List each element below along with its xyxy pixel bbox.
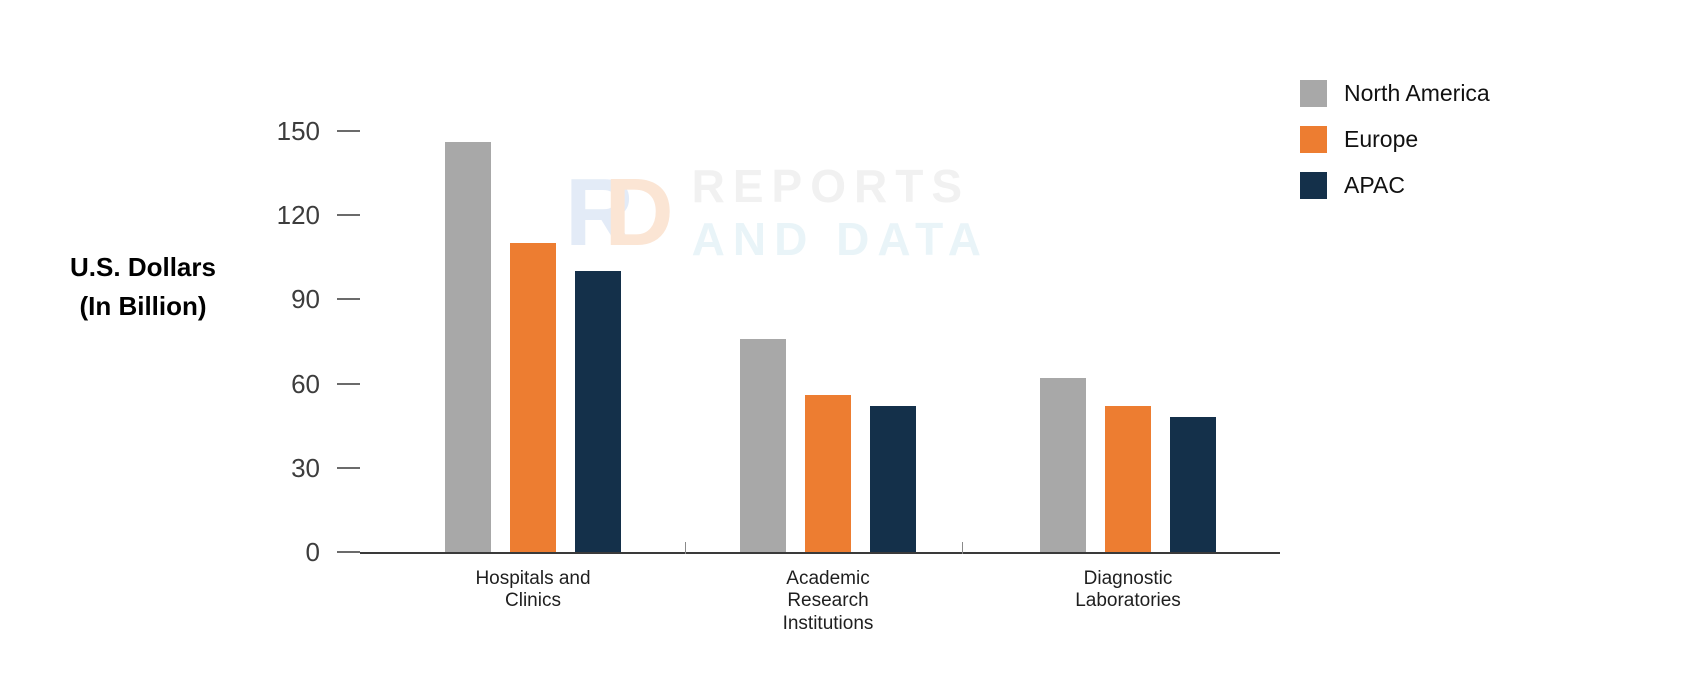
y-tick-label: 0 (305, 537, 320, 567)
bar-group (445, 142, 621, 552)
bar-north-america (740, 338, 786, 552)
legend-swatch-apac (1300, 172, 1327, 199)
y-tick-label: 30 (291, 452, 320, 483)
bar-europe (805, 394, 851, 552)
y-tick-label: 60 (291, 368, 320, 399)
category-label: Diagnostic Laboratories (1075, 568, 1181, 612)
bar-apac (1170, 417, 1216, 552)
bar-group (740, 338, 916, 552)
legend-item: APAC (1300, 172, 1490, 199)
legend-item: North America (1300, 80, 1490, 107)
bar-north-america (1040, 378, 1086, 552)
legend-label: APAC (1344, 172, 1405, 198)
y-tick-label: 150 (276, 116, 320, 146)
legend-swatch-north-america (1300, 80, 1327, 107)
legend-item: Europe (1300, 126, 1490, 153)
y-tick-mark (337, 551, 360, 553)
bar-europe (1105, 406, 1151, 552)
category-label: Academic Research Institutions (782, 568, 874, 634)
legend-swatch-europe (1300, 126, 1327, 153)
bar-group (1040, 378, 1216, 552)
y-tick-label: 120 (276, 200, 320, 231)
x-axis-divider-tick (685, 542, 686, 554)
y-tick-mark (337, 298, 360, 301)
y-axis-title: U.S. Dollars (In Billion) (70, 252, 216, 321)
y-tick-mark (337, 214, 360, 217)
bar-apac (870, 406, 916, 552)
category-label: Hospitals and Clinics (475, 568, 591, 612)
y-tick-mark (337, 466, 360, 469)
legend-label: Europe (1344, 126, 1419, 152)
bar-europe (510, 243, 556, 552)
x-axis-divider-tick (962, 542, 963, 554)
bar-apac (575, 271, 621, 552)
y-tick-mark (337, 382, 360, 385)
y-tick-label: 90 (291, 284, 320, 315)
bar-north-america (445, 142, 491, 552)
legend-label: North America (1344, 80, 1490, 106)
legend: North America Europe APAC (1300, 80, 1490, 199)
y-tick-mark (337, 130, 360, 132)
plot-area: 0 30 60 90 120 150 Hospitals and Clinics Academ… (277, 118, 1280, 634)
